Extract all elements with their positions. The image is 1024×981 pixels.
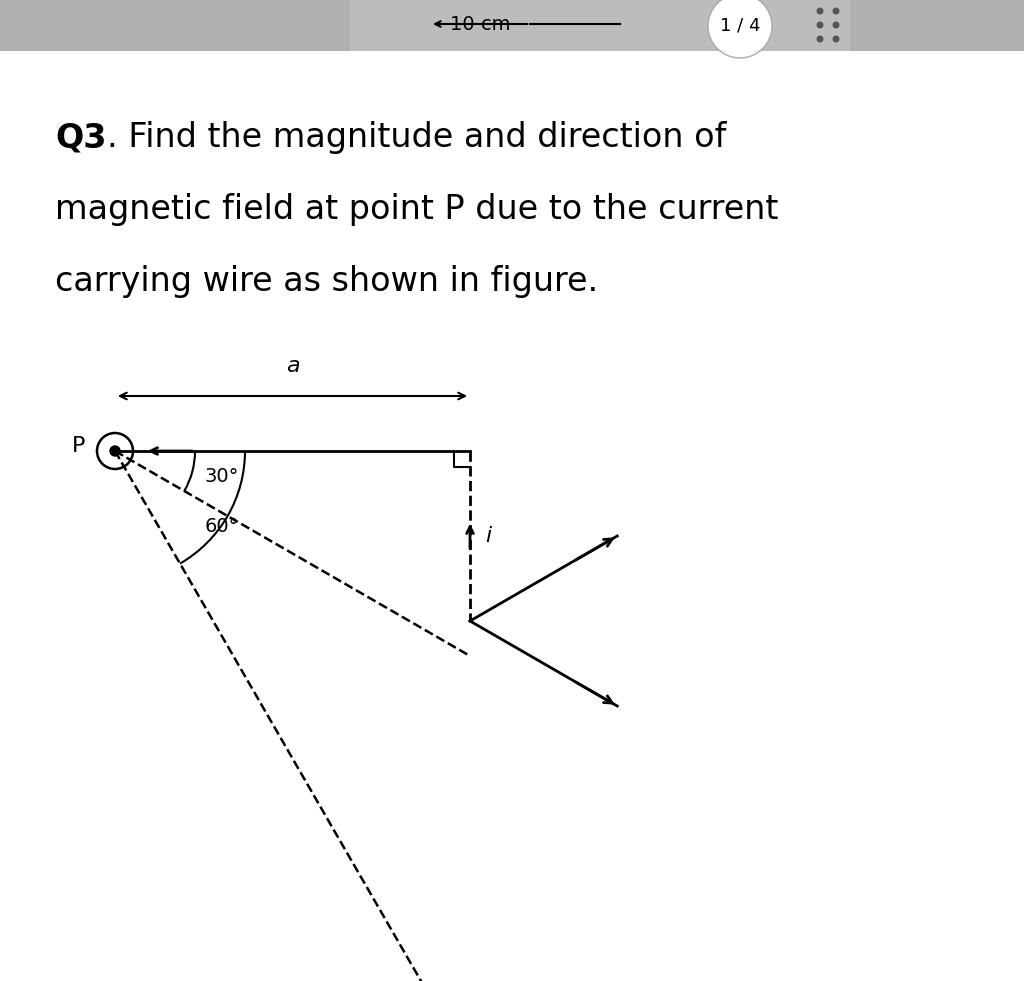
Circle shape xyxy=(816,8,823,15)
Text: 30°: 30° xyxy=(205,467,240,486)
Text: i: i xyxy=(485,526,492,546)
Circle shape xyxy=(816,22,823,28)
Text: 10 cm: 10 cm xyxy=(450,15,510,33)
Circle shape xyxy=(833,22,840,28)
Circle shape xyxy=(833,35,840,42)
Text: P: P xyxy=(72,436,85,456)
Text: Q3: Q3 xyxy=(55,121,106,154)
Text: a: a xyxy=(286,356,299,376)
Text: magnetic field at point P due to the current: magnetic field at point P due to the cur… xyxy=(55,193,778,226)
Text: 1 / 4: 1 / 4 xyxy=(720,17,760,35)
Circle shape xyxy=(110,446,120,456)
Bar xyxy=(0,0,1024,51)
Text: 60°: 60° xyxy=(205,517,240,536)
Circle shape xyxy=(833,8,840,15)
Bar xyxy=(350,0,850,51)
Circle shape xyxy=(816,35,823,42)
Text: carrying wire as shown in figure.: carrying wire as shown in figure. xyxy=(55,265,598,298)
Circle shape xyxy=(708,0,772,58)
Text: . Find the magnitude and direction of: . Find the magnitude and direction of xyxy=(106,121,726,154)
